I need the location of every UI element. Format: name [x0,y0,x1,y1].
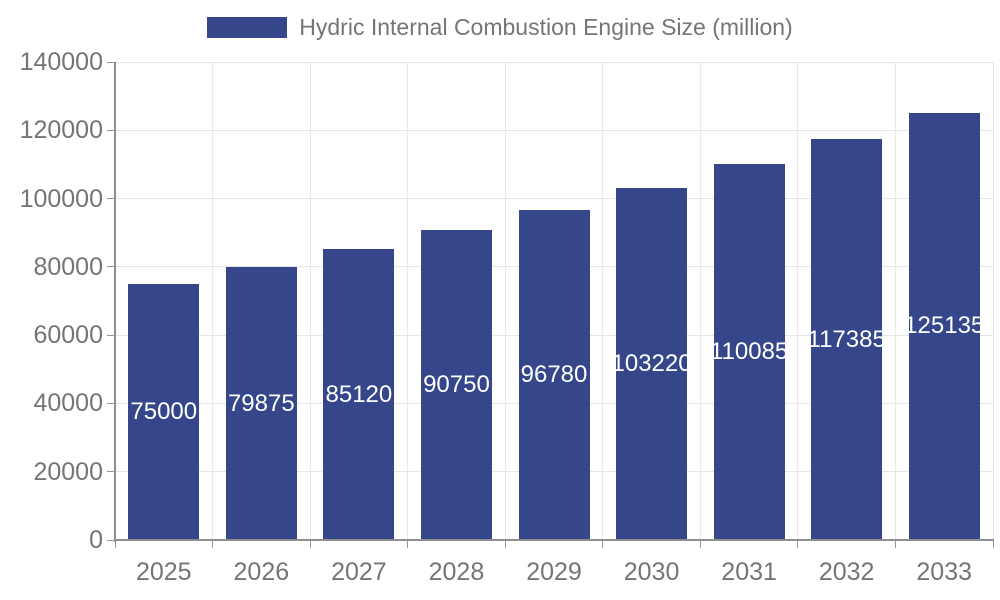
y-axis-tick-label: 0 [89,526,103,554]
y-gridline [115,129,993,131]
bar-value-label-2026: 79875 [227,389,295,417]
y-axis-tick [107,266,115,268]
y-axis-line [114,62,116,542]
x-axis-line [114,539,994,541]
bar-2030 [616,187,688,540]
bar-2026 [225,267,297,540]
bar-2027 [323,249,395,540]
chart-legend: Hydric Internal Combustion Engine Size (… [0,14,1000,41]
x-axis-tick [212,540,214,548]
x-axis-tick [504,540,506,548]
y-axis-tick [107,539,115,541]
y-gridline [115,61,993,63]
x-axis-tick [309,540,311,548]
legend-color-swatch [207,17,288,38]
y-axis-tick [107,402,115,404]
y-axis-tick [107,61,115,63]
bar-value-label-2029: 96780 [520,360,588,388]
y-axis-tick [107,198,115,200]
x-gridline [212,62,214,540]
x-axis-tick-label-2025: 2025 [135,558,192,586]
y-axis-tick-label: 80000 [33,252,103,281]
x-axis-tick-label-2029: 2029 [526,558,582,586]
x-gridline [992,62,994,540]
x-gridline [602,62,604,540]
bar-value-label-2027: 85120 [325,380,393,408]
legend-series-label: Hydric Internal Combustion Engine Size (… [299,14,793,40]
bar-value-label-2031: 110085 [709,338,789,366]
bar-2028 [420,230,492,540]
bar-2025 [128,283,200,540]
x-axis-tick-label-2031: 2031 [721,558,777,586]
x-gridline [407,62,409,540]
x-gridline [504,62,506,540]
bar-2033 [908,112,980,540]
y-axis-tick-label: 100000 [19,184,103,213]
x-axis-tick [797,540,799,548]
legend-item[interactable]: Hydric Internal Combustion Engine Size (… [207,14,793,41]
y-axis-tick-label: 40000 [33,389,103,418]
x-axis-tick [602,540,604,548]
bar-value-label-2032: 117385 [807,325,886,353]
x-axis-tick-label-2033: 2033 [916,558,973,586]
x-axis-tick [699,540,701,548]
x-gridline [699,62,701,540]
x-axis-tick-label-2030: 2030 [623,558,680,586]
x-gridline [309,62,311,540]
x-axis-tick-label-2028: 2028 [428,558,485,586]
y-axis-tick-label: 60000 [33,321,103,350]
x-axis-tick [114,540,116,548]
x-axis-tick-label-2026: 2026 [233,558,290,586]
y-axis-tick [107,334,115,336]
y-axis-tick [107,471,115,473]
bar-value-label-2033: 125135 [904,312,985,340]
bar-2032 [811,139,883,540]
x-axis-tick-label-2027: 2027 [331,558,387,586]
y-axis-tick-label: 120000 [19,116,103,145]
y-gridline [115,198,993,200]
x-axis-tick [894,540,896,548]
y-axis-tick [107,129,115,131]
bar-value-label-2028: 90750 [423,371,490,399]
x-axis-tick [407,540,409,548]
bar-value-label-2025: 75000 [130,397,198,425]
bar-2031 [713,164,785,540]
y-axis-tick-label: 140000 [19,48,103,76]
x-gridline [797,62,799,540]
x-axis-tick [992,540,994,548]
x-gridline [894,62,896,540]
x-axis-tick-label-2032: 2032 [818,558,875,586]
bar-value-label-2030: 103220 [611,349,692,377]
bar-2029 [518,209,590,540]
y-axis-tick-label: 20000 [33,457,103,486]
